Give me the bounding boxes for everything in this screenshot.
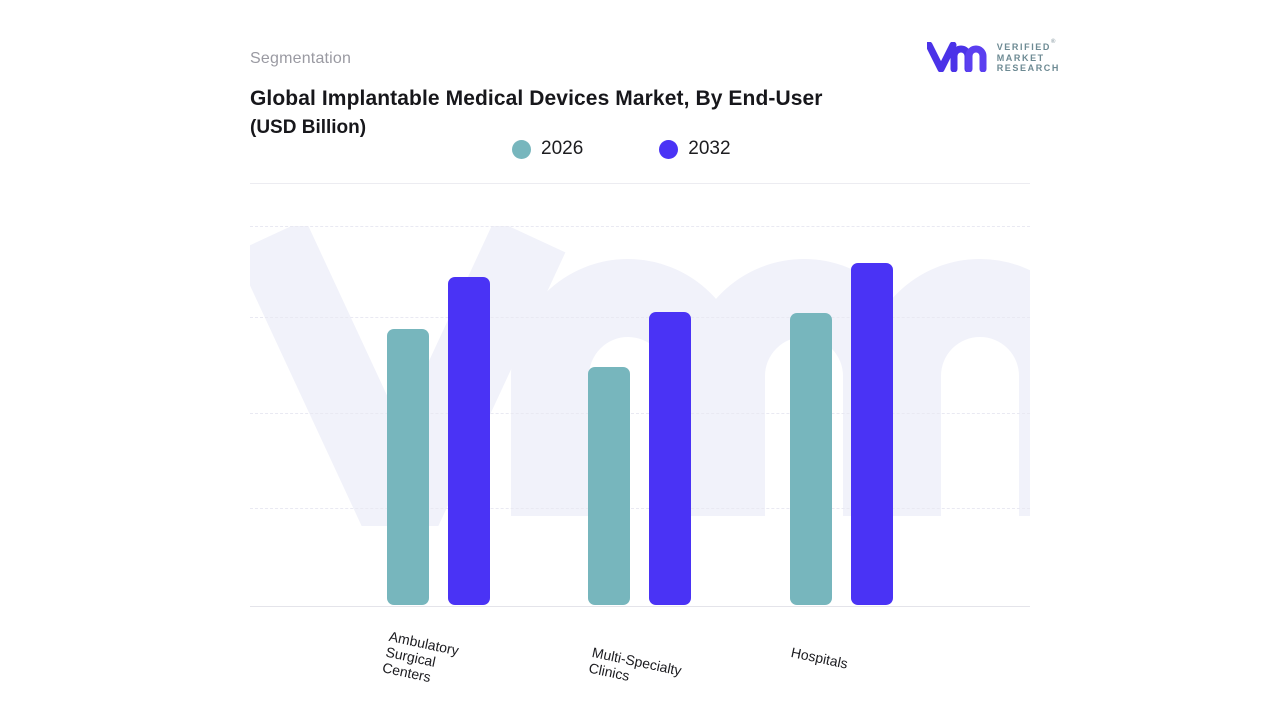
vm-logo-icon — [926, 41, 989, 72]
gridline-10 — [250, 508, 1030, 509]
x-axis-label-ambulatory-surgical-centers: Ambulatory Surgical Centers — [381, 628, 461, 686]
gridline-40 — [250, 226, 1030, 227]
bar-2032-hospitals[interactable] — [851, 263, 893, 605]
x-axis-label-multi-specialty-clinics: Multi-Specialty Clinics — [587, 644, 684, 684]
bar-2032-ambulatory-surgical-centers[interactable] — [448, 277, 490, 605]
logo-line-research: RESEARCH — [996, 63, 1060, 73]
bar-2026-multi-specialty-clinics[interactable] — [588, 367, 630, 605]
brand-logo: VERIFIED® MARKET RESEARCH — [926, 39, 1060, 74]
header-divider — [250, 183, 1030, 184]
legend-item-2026[interactable]: 2026 — [512, 138, 583, 160]
gridline-20 — [250, 413, 1030, 414]
logo-line-market: MARKET — [996, 52, 1045, 63]
legend-label: 2032 — [688, 138, 731, 159]
bar-2026-ambulatory-surgical-centers[interactable] — [387, 329, 429, 605]
x-axis-labels: Ambulatory Surgical Centers Multi-Specia… — [250, 606, 1030, 716]
legend-swatch-icon — [659, 139, 679, 159]
page-title: Global Implantable Medical Devices Marke… — [250, 87, 823, 110]
logo-line-verified: VERIFIED® — [996, 39, 1058, 52]
legend-swatch-icon — [512, 139, 531, 159]
legend-item-2032[interactable]: 2032 — [659, 138, 731, 160]
bar-2032-multi-specialty-clinics[interactable] — [649, 312, 691, 605]
registered-mark: ® — [1051, 39, 1058, 45]
legend-label: 2026 — [541, 138, 584, 159]
chart-legend: 2026 2032 — [512, 138, 731, 160]
segmentation-kicker: Segmentation — [250, 50, 352, 67]
bar-2026-hospitals[interactable] — [790, 313, 832, 605]
x-axis-line — [250, 606, 1030, 607]
x-axis-label-hospitals: Hospitals — [789, 644, 850, 672]
title-block: Global Implantable Medical Devices Marke… — [250, 84, 850, 142]
gridline-30 — [250, 317, 1030, 318]
bar-group-container — [250, 184, 1030, 606]
units-subtitle: (USD Billion) — [250, 117, 367, 138]
logo-wordmark: VERIFIED® MARKET RESEARCH — [996, 39, 1060, 74]
plot-area — [250, 184, 1030, 607]
